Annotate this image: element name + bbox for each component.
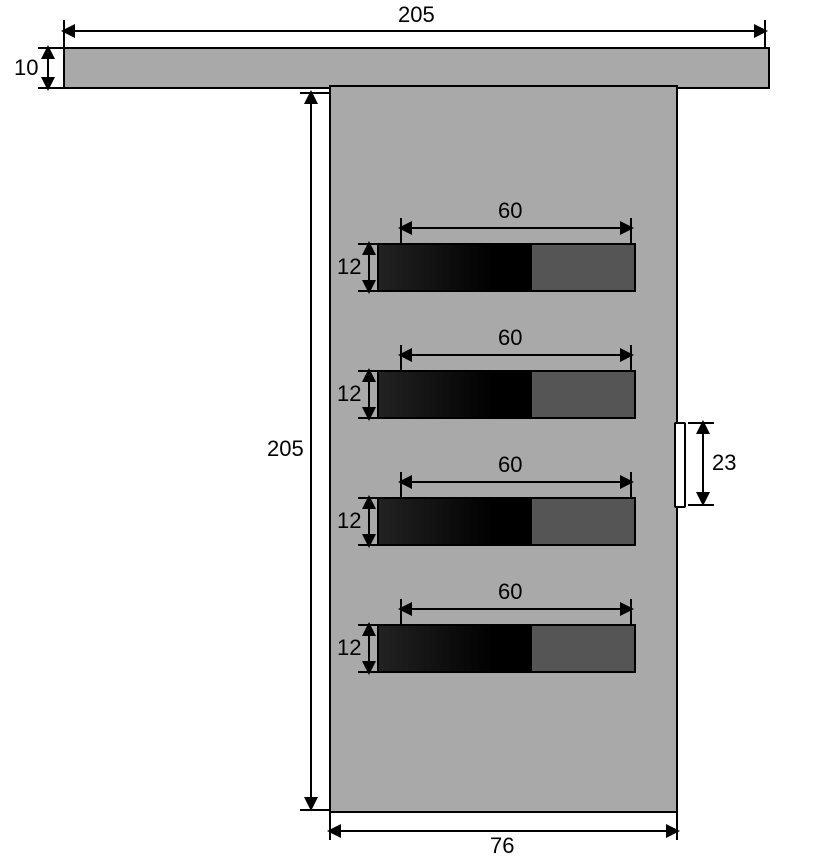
dim-arrow-door-height (310, 92, 312, 809)
dim-tick (630, 218, 632, 243)
dim-arrow-panel-width (400, 227, 632, 229)
dim-label-panel-width: 60 (498, 198, 522, 224)
dim-tick (688, 422, 714, 424)
dim-label-rail-height: 10 (14, 55, 38, 81)
dim-tick (358, 544, 378, 546)
dim-tick (358, 624, 378, 626)
door-handle (674, 422, 686, 508)
dim-tick (630, 472, 632, 497)
dim-tick (358, 243, 378, 245)
dim-tick (688, 504, 714, 506)
dim-tick (38, 87, 63, 89)
dim-arrow-panel-width (400, 481, 632, 483)
glass-panel (377, 624, 636, 673)
diagram-canvas: 205 10 205 23 76 60 12 60 12 60 1 (0, 0, 813, 856)
dim-arrow-panel-height (368, 243, 370, 292)
dim-label-handle-height: 23 (712, 450, 736, 476)
glass-panel (377, 370, 636, 419)
dim-tick (329, 812, 331, 840)
dim-label-door-width: 76 (490, 833, 514, 859)
dim-arrow-panel-height (368, 497, 370, 546)
dim-tick (38, 47, 63, 49)
dim-arrow-rail-height (47, 47, 49, 89)
glass-panel (377, 497, 636, 546)
dim-label-panel-height: 12 (337, 635, 361, 661)
dim-tick (400, 472, 402, 497)
dim-tick (358, 370, 378, 372)
dim-tick (764, 20, 766, 47)
dim-tick (358, 290, 378, 292)
dim-label-door-height: 205 (267, 436, 304, 462)
dim-tick (400, 345, 402, 370)
glass-panel (377, 243, 636, 292)
dim-label-panel-width: 60 (498, 452, 522, 478)
dim-arrow-panel-height (368, 624, 370, 673)
top-rail (63, 47, 770, 89)
dim-arrow-panel-width (400, 354, 632, 356)
dim-tick (63, 20, 65, 47)
dim-arrow-rail-width (63, 30, 766, 32)
dim-label-panel-height: 12 (337, 254, 361, 280)
dim-tick (358, 417, 378, 419)
dim-tick (300, 92, 329, 94)
dim-label-panel-width: 60 (498, 579, 522, 605)
dim-label-rail-width: 205 (398, 2, 435, 28)
dim-tick (676, 812, 678, 840)
dim-label-panel-width: 60 (498, 325, 522, 351)
dim-tick (400, 599, 402, 624)
dim-arrow-door-width (329, 830, 678, 832)
dim-label-panel-height: 12 (337, 508, 361, 534)
door-leaf (329, 85, 678, 813)
dim-tick (400, 218, 402, 243)
dim-tick (358, 497, 378, 499)
dim-arrow-panel-width (400, 608, 632, 610)
dim-tick (630, 599, 632, 624)
dim-tick (358, 671, 378, 673)
dim-arrow-handle-height (702, 422, 704, 504)
dim-tick (630, 345, 632, 370)
dim-arrow-panel-height (368, 370, 370, 419)
dim-label-panel-height: 12 (337, 381, 361, 407)
dim-tick (300, 809, 329, 811)
